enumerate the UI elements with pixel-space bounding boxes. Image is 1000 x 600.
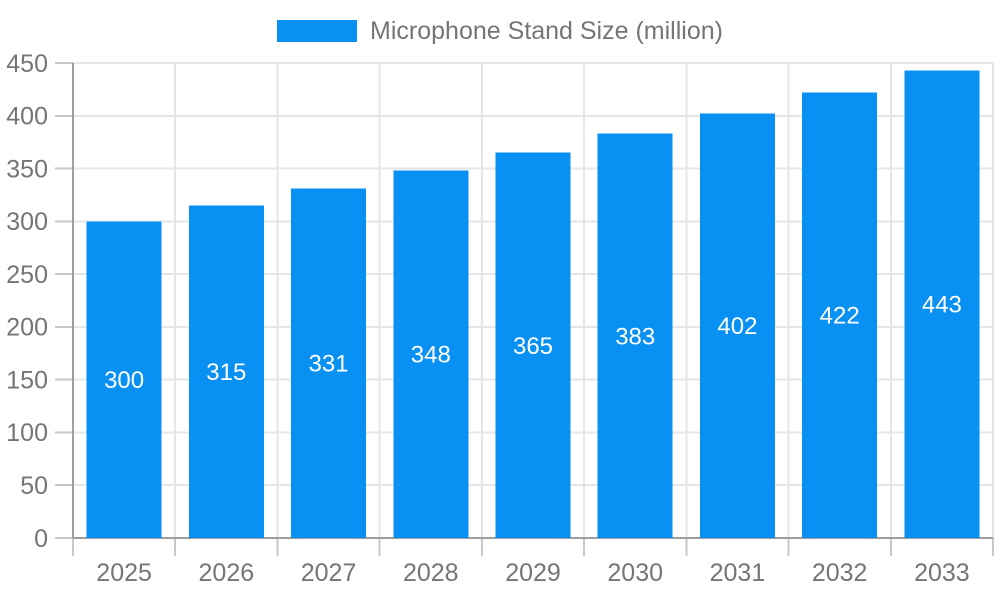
legend-swatch	[277, 20, 358, 42]
bar-value-label: 331	[309, 351, 349, 378]
x-axis-tick-label: 2025	[96, 559, 152, 587]
y-axis-tick-label: 150	[6, 366, 48, 394]
bar[interactable]	[495, 152, 571, 538]
bar[interactable]	[802, 92, 878, 538]
x-axis-tick-label: 2026	[199, 559, 255, 587]
bar[interactable]	[393, 170, 469, 538]
bar-value-label: 300	[104, 367, 144, 394]
chart-legend: Microphone Stand Size (million)	[0, 9, 1000, 53]
y-axis-tick-label: 350	[6, 155, 48, 183]
x-axis-tick-label: 2030	[607, 559, 663, 587]
bar-value-label: 348	[411, 342, 451, 369]
bar[interactable]	[597, 133, 673, 538]
y-axis-tick-label: 200	[6, 314, 48, 342]
x-axis-tick-label: 2031	[710, 559, 766, 587]
y-axis-tick-label: 0	[34, 525, 48, 553]
bar-value-label: 383	[615, 323, 655, 350]
x-axis-tick-label: 2032	[812, 559, 868, 587]
legend-label: Microphone Stand Size (million)	[370, 16, 723, 45]
y-axis-tick-label: 400	[6, 103, 48, 131]
bar-value-label: 402	[717, 313, 757, 340]
bar-value-label: 365	[513, 333, 553, 360]
y-axis-tick-label: 450	[6, 50, 48, 78]
y-axis-tick-label: 250	[6, 261, 48, 289]
bar-value-label: 422	[820, 303, 860, 330]
bar[interactable]	[86, 221, 162, 539]
bar-value-label: 443	[922, 292, 962, 319]
x-axis-tick-label: 2033	[914, 559, 970, 587]
y-axis-tick-label: 100	[6, 419, 48, 447]
y-axis-tick-label: 50	[20, 472, 48, 500]
y-axis-tick-label: 300	[6, 208, 48, 236]
bar-value-label: 315	[206, 359, 246, 386]
x-axis-tick-label: 2028	[403, 559, 459, 587]
bar[interactable]	[291, 188, 367, 538]
bar[interactable]	[699, 113, 775, 538]
x-axis-tick-label: 2029	[505, 559, 561, 587]
bar[interactable]	[188, 205, 264, 539]
bar[interactable]	[904, 70, 980, 539]
legend-item[interactable]: Microphone Stand Size (million)	[277, 17, 723, 46]
x-axis-tick-label: 2027	[301, 559, 357, 587]
